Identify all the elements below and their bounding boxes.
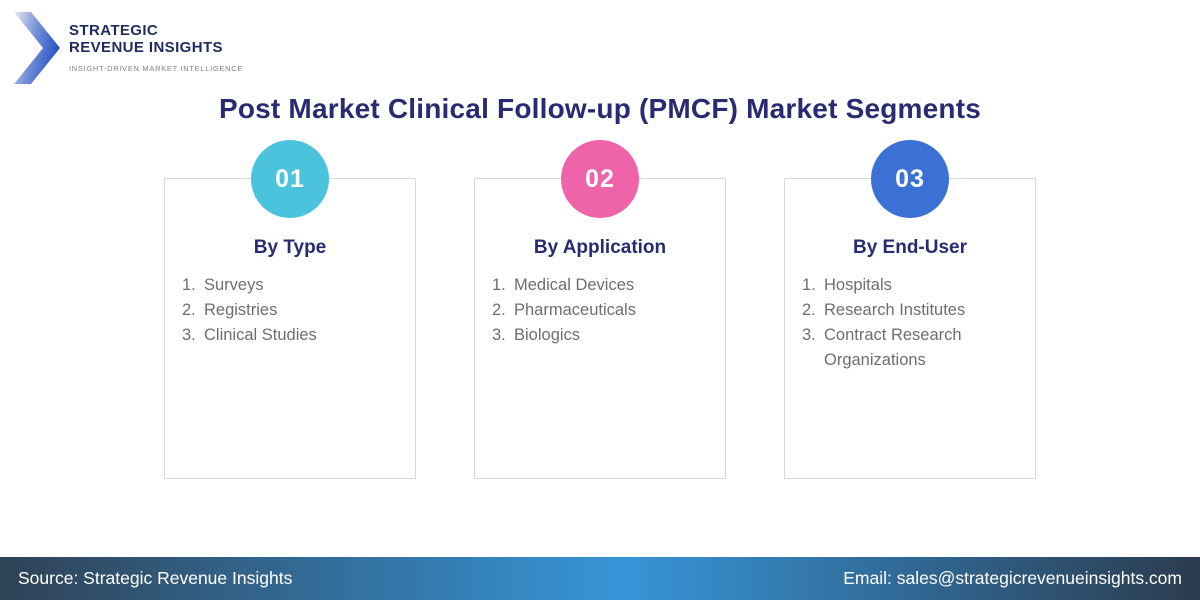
list-item-number: 3. bbox=[182, 326, 196, 344]
logo-name-line1: STRATEGIC bbox=[69, 21, 159, 39]
list-item: 2. Research Institutes bbox=[802, 298, 1023, 323]
segment-number: 03 bbox=[895, 164, 925, 193]
chevron-logo-icon bbox=[14, 12, 60, 84]
logo-tagline: INSIGHT-DRIVEN MARKET INTELLIGENCE bbox=[69, 64, 244, 74]
segment-card: 01 By Type 1. Surveys 2. Registries 3. Clinic… bbox=[164, 140, 416, 479]
segment-number-badge: 01 bbox=[251, 140, 329, 218]
segment-cards: 01 By Type 1. Surveys 2. Registries 3. Clinic… bbox=[164, 140, 1036, 479]
segment-number: 02 bbox=[585, 164, 615, 193]
list-item-number: 2. bbox=[492, 301, 506, 319]
list-item: 3. Biologics bbox=[492, 323, 713, 348]
list-item-number: 3. bbox=[802, 326, 816, 344]
footer-bar: Source: Strategic Revenue Insights Email… bbox=[0, 557, 1200, 600]
segment-number: 01 bbox=[275, 164, 305, 193]
segment-list: 1. Hospitals 2. Research Institutes 3. Contra… bbox=[785, 273, 1035, 373]
segment-number-badge: 02 bbox=[561, 140, 639, 218]
list-item: 2. Pharmaceuticals bbox=[492, 298, 713, 323]
segment-list: 1. Medical Devices 2. Pharmaceuticals 3. Biol… bbox=[475, 273, 725, 348]
segment-number-badge: 03 bbox=[871, 140, 949, 218]
segment-heading: By Type bbox=[253, 237, 327, 258]
list-item-number: 2. bbox=[802, 301, 816, 319]
segment-list: 1. Surveys 2. Registries 3. Clinical Studies bbox=[165, 273, 415, 348]
list-item: 2. Registries bbox=[182, 298, 403, 323]
list-item-label: Surveys bbox=[204, 276, 264, 294]
list-item-number: 1. bbox=[182, 276, 196, 294]
list-item-label: Biologics bbox=[514, 326, 581, 344]
segment-heading: By Application bbox=[533, 237, 667, 258]
segment-card: 02 By Application 1. Medical Devices 2. Pha… bbox=[474, 140, 726, 479]
list-item-label: Hospitals bbox=[824, 276, 892, 294]
list-item-label: Contract Research Organizations bbox=[824, 326, 962, 369]
list-item: 1. Medical Devices bbox=[492, 273, 713, 298]
list-item-label: Medical Devices bbox=[514, 276, 635, 294]
list-item: 3. Clinical Studies bbox=[182, 323, 403, 348]
list-item-label: Research Institutes bbox=[824, 301, 966, 319]
page-title: Post Market Clinical Follow-up (PMCF) Ma… bbox=[218, 93, 982, 124]
list-item: 1. Surveys bbox=[182, 273, 403, 298]
list-item-number: 1. bbox=[802, 276, 816, 294]
segment-card: 03 By End-User 1. Hospitals 2. Research Ins… bbox=[784, 140, 1036, 479]
segment-heading: By End-User bbox=[852, 237, 968, 258]
list-item: 3. Contract Research Organizations bbox=[802, 323, 1023, 373]
logo-name-line2: REVENUE INSIGHTS bbox=[69, 38, 223, 56]
footer-source: Source: Strategic Revenue Insights bbox=[18, 568, 293, 588]
logo-text-block: STRATEGIC REVENUE INSIGHTS INSIGHT-DRIVE… bbox=[69, 21, 244, 74]
list-item-label: Pharmaceuticals bbox=[514, 301, 636, 319]
brand-logo: STRATEGIC REVENUE INSIGHTS INSIGHT-DRIVE… bbox=[14, 12, 243, 84]
list-item-number: 2. bbox=[182, 301, 196, 319]
list-item: 1. Hospitals bbox=[802, 273, 1023, 298]
list-item-number: 1. bbox=[492, 276, 506, 294]
list-item-label: Registries bbox=[204, 301, 278, 319]
footer-email: Email: sales@strategicrevenueinsights.co… bbox=[843, 568, 1182, 588]
list-item-label: Clinical Studies bbox=[204, 326, 317, 344]
list-item-number: 3. bbox=[492, 326, 506, 344]
